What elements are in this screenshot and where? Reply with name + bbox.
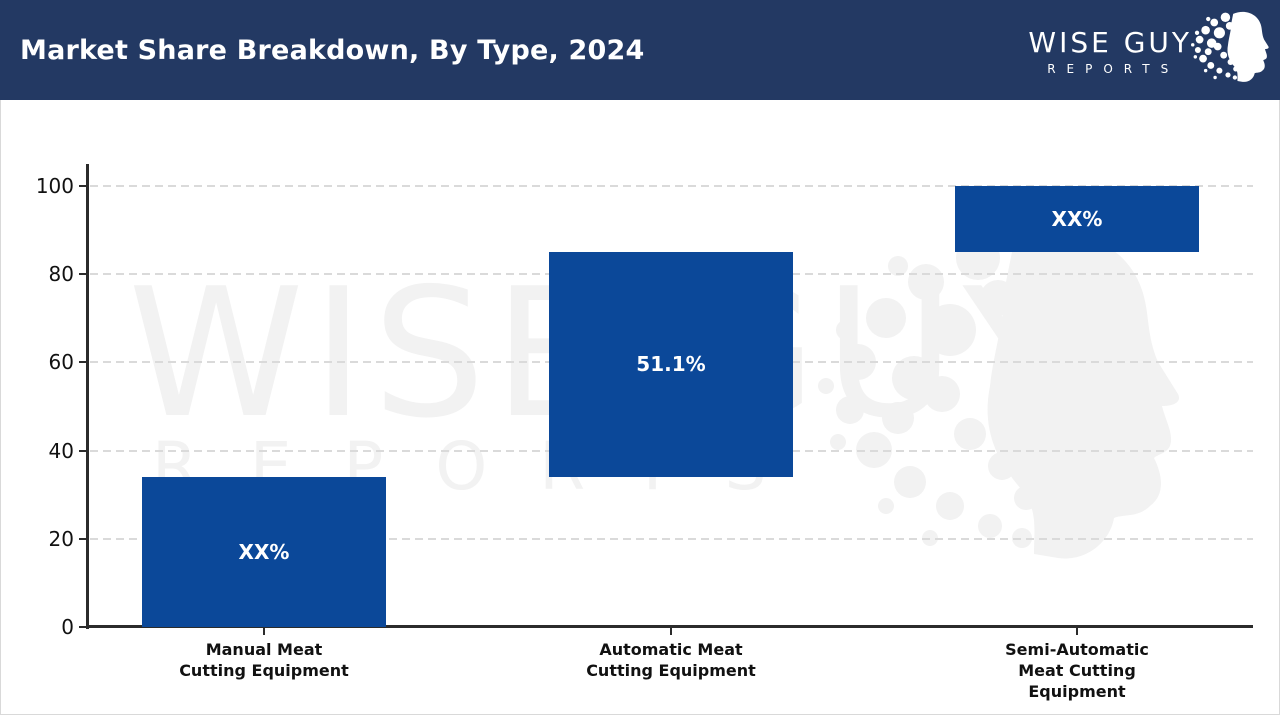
- y-tick-label: 0: [61, 615, 74, 639]
- category-label: Automatic Meat Cutting Equipment: [501, 640, 841, 682]
- logo-subtext: REPORTS: [1047, 62, 1180, 76]
- y-tick-label: 40: [48, 438, 74, 463]
- y-axis-tick: [79, 626, 87, 628]
- y-axis-tick: [79, 449, 87, 452]
- gridline: [90, 185, 1253, 187]
- y-axis-tick: [79, 185, 87, 187]
- y-axis-tick: [79, 361, 87, 364]
- bar-value-label: 51.1%: [636, 352, 706, 377]
- x-axis-tick: [263, 628, 265, 635]
- y-axis-tick: [79, 537, 87, 540]
- gridline: [90, 537, 1253, 540]
- category-label-line: Meat Cutting: [1018, 660, 1136, 680]
- y-tick-label: 80: [48, 262, 74, 287]
- category-label: Semi-Automatic Meat Cutting Equipment: [907, 640, 1247, 702]
- bar-segment: 51.1%: [549, 251, 793, 478]
- x-axis-tick: [670, 628, 672, 635]
- page-title: Market Share Breakdown, By Type, 2024: [20, 34, 645, 66]
- y-tick-label: 20: [48, 526, 74, 551]
- category-label-line: Cutting Equipment: [586, 660, 756, 680]
- header: Market Share Breakdown, By Type, 2024 WI…: [0, 0, 1280, 100]
- y-tick-label: 100: [35, 174, 74, 198]
- bar-segment: XX%: [142, 477, 386, 627]
- y-axis-tick: [79, 273, 87, 276]
- x-axis-line: [86, 625, 1253, 628]
- brand-logo: WISE GUY REPORTS: [1028, 0, 1274, 100]
- category-label-line: Cutting Equipment: [179, 660, 349, 680]
- category-label-line: Automatic Meat: [599, 640, 743, 659]
- category-label-line: Equipment: [1028, 681, 1126, 701]
- logo-wordmark: WISE GUY: [1028, 26, 1192, 59]
- category-label: Manual Meat Cutting Equipment: [94, 640, 434, 682]
- y-tick-label: 60: [48, 350, 74, 375]
- logo-text: WISE GUY REPORTS: [1028, 26, 1192, 76]
- bar-segment: XX%: [955, 186, 1199, 252]
- category-label-line: Semi-Automatic: [1005, 640, 1149, 659]
- bar-value-label: XX%: [1051, 206, 1103, 231]
- category-label-line: Manual Meat: [205, 640, 323, 659]
- bar-value-label: XX%: [238, 540, 290, 565]
- x-axis-tick: [1076, 628, 1078, 635]
- y-axis-line: [86, 164, 89, 629]
